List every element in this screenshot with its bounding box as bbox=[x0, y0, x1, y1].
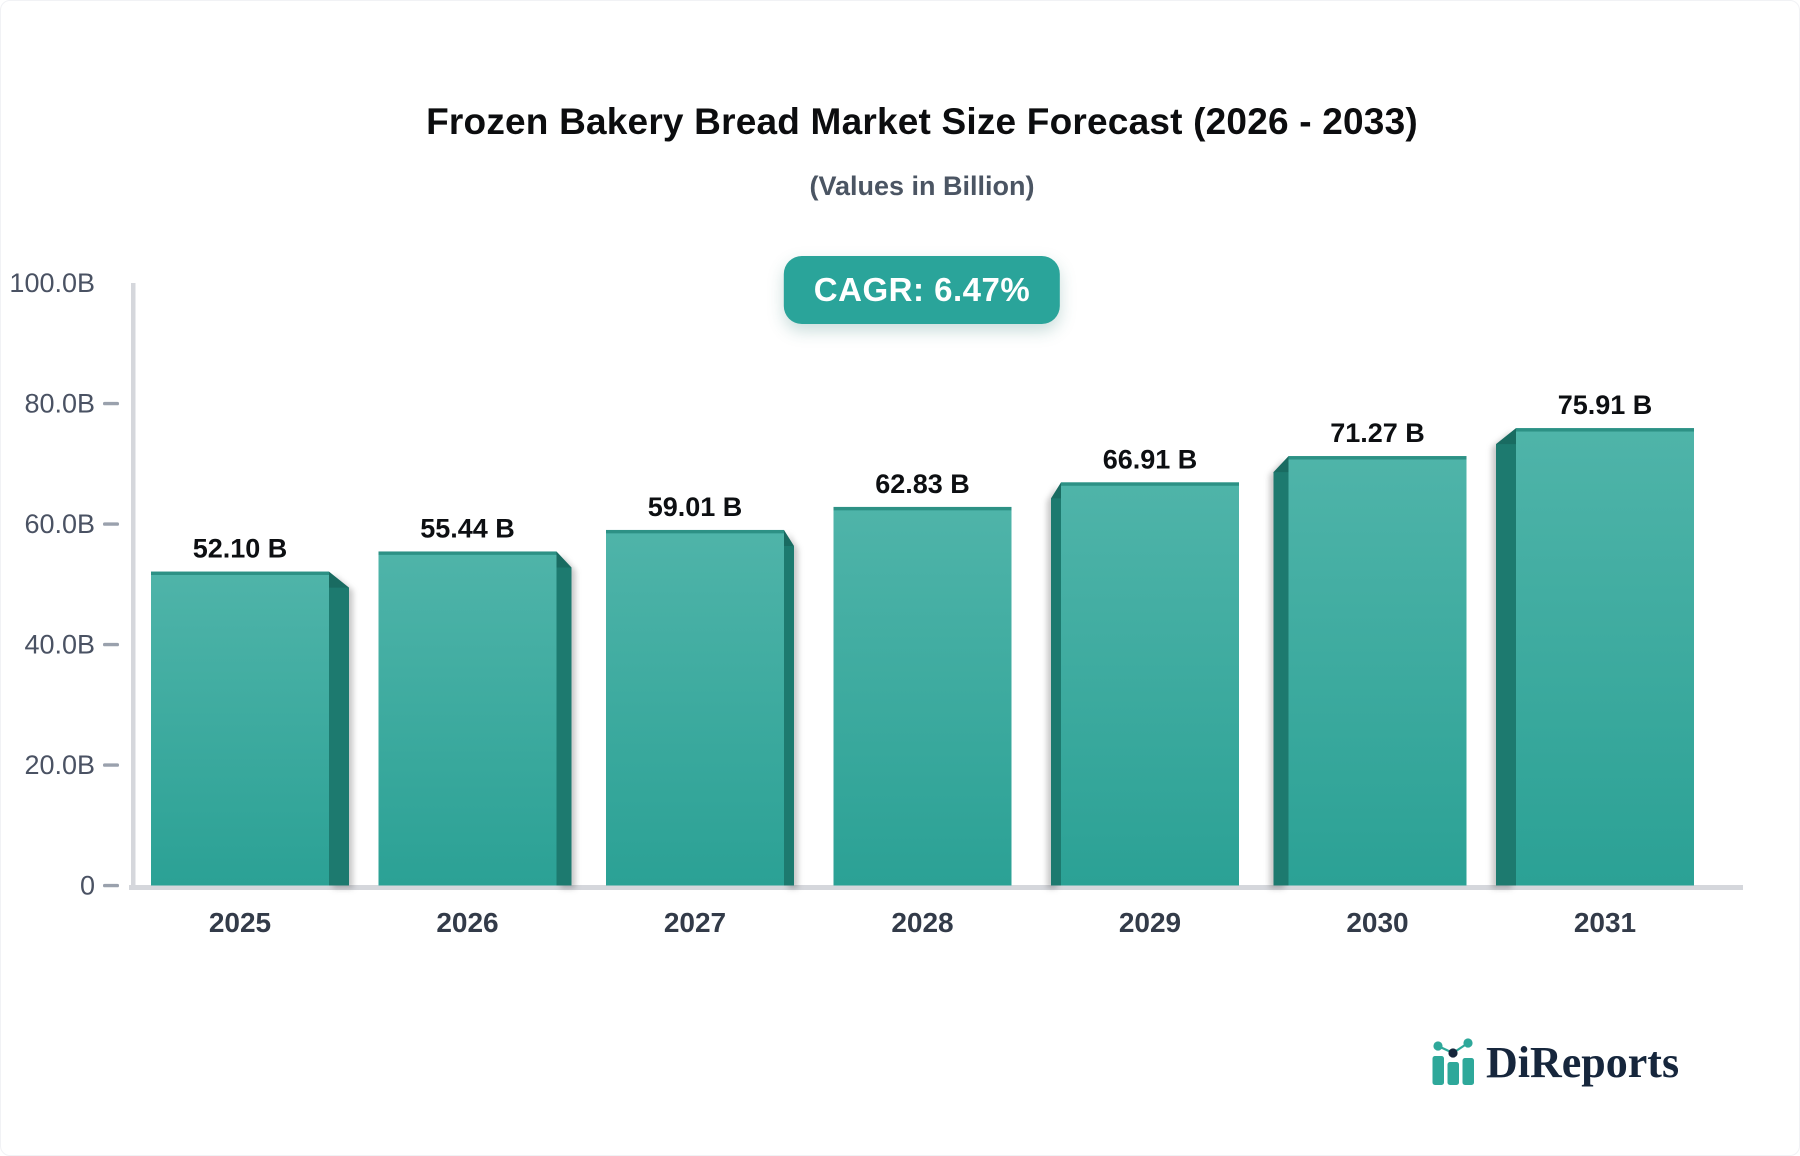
bar-top-edge bbox=[606, 529, 784, 534]
bar bbox=[378, 551, 557, 886]
x-axis-category-label: 2025 bbox=[209, 907, 271, 938]
bar-3d-bevel bbox=[1051, 482, 1061, 499]
bar-top-edge bbox=[833, 506, 1012, 511]
bar-value-label: 66.91 B bbox=[1103, 444, 1198, 474]
bar bbox=[606, 529, 784, 886]
logo-dot-middle bbox=[1448, 1048, 1458, 1058]
logo-bar-middle bbox=[1447, 1062, 1459, 1085]
bar-3d-bevel bbox=[784, 529, 794, 546]
bar-value-label: 71.27 B bbox=[1330, 418, 1425, 448]
bar-value-label: 59.01 B bbox=[648, 492, 743, 522]
bar-3d-bevel bbox=[1273, 456, 1289, 473]
bar-3d-side bbox=[1496, 428, 1516, 886]
bar-top-edge bbox=[1061, 482, 1239, 486]
bar-group-2027: 59.01 B 2027 bbox=[606, 492, 794, 938]
bar-top-edge bbox=[1288, 456, 1467, 460]
x-axis-category-label: 2026 bbox=[436, 907, 498, 938]
brand-logo-text: DiReports bbox=[1486, 1038, 1680, 1087]
bar bbox=[1061, 482, 1239, 886]
x-axis-category-label: 2031 bbox=[1574, 907, 1636, 938]
bar-3d-side bbox=[556, 551, 572, 886]
y-axis-tick bbox=[103, 642, 119, 647]
x-axis-category-label: 2030 bbox=[1346, 907, 1408, 938]
y-axis-tick-label: 40.0B bbox=[24, 630, 95, 660]
bar-top-edge bbox=[1516, 428, 1694, 432]
x-axis-category-label: 2028 bbox=[891, 907, 953, 938]
x-axis-category-label: 2027 bbox=[664, 907, 726, 938]
logo-bar-left bbox=[1432, 1056, 1444, 1085]
bar-3d-side bbox=[784, 529, 794, 886]
logo-dot-left bbox=[1433, 1041, 1443, 1051]
page-subtitle: (Values in Billion) bbox=[809, 171, 1035, 201]
bar-3d-bevel bbox=[329, 571, 349, 588]
x-axis-category-label: 2029 bbox=[1119, 907, 1181, 938]
bar-3d-bevel bbox=[1496, 428, 1516, 445]
logo-dot-right bbox=[1463, 1038, 1473, 1048]
bar bbox=[151, 571, 329, 886]
bar-3d-side bbox=[1051, 482, 1061, 886]
bar-group-2028: 62.83 B 2028 bbox=[833, 469, 1012, 938]
bar-group-2025: 52.10 B 2025 bbox=[151, 534, 349, 938]
bar-value-label: 52.10 B bbox=[193, 534, 288, 564]
bar-3d-side bbox=[329, 571, 349, 886]
y-axis-tick-label: 100.0B bbox=[9, 268, 95, 298]
y-axis-tick-label: 60.0B bbox=[24, 509, 95, 539]
y-axis-tick bbox=[103, 401, 119, 406]
y-axis-tick-label: 0 bbox=[80, 871, 95, 901]
mini-bar-chart-icon bbox=[1432, 1038, 1474, 1085]
bar-group-2029: 66.91 B 2029 bbox=[1051, 444, 1239, 938]
y-axis-tick bbox=[103, 883, 119, 888]
bar bbox=[833, 506, 1012, 886]
bar-group-2030: 71.27 B 2030 bbox=[1273, 418, 1467, 938]
y-axis-tick-label: 20.0B bbox=[24, 750, 95, 780]
bar-value-label: 75.91 B bbox=[1558, 390, 1653, 420]
y-axis-line bbox=[131, 283, 136, 890]
bar-3d-side bbox=[1273, 456, 1289, 886]
bar bbox=[1288, 456, 1467, 886]
y-axis-tick bbox=[103, 763, 119, 767]
cagr-badge: CAGR: 6.47% bbox=[783, 256, 1061, 324]
bar-value-label: 55.44 B bbox=[420, 513, 515, 543]
logo-bar-right bbox=[1462, 1058, 1474, 1085]
bar-value-label: 62.83 B bbox=[875, 469, 970, 499]
page-title: Frozen Bakery Bread Market Size Forecast… bbox=[426, 101, 1418, 142]
bar-group-2031: 75.91 B 2031 bbox=[1496, 390, 1694, 938]
bar-top-edge bbox=[378, 551, 557, 555]
bar-group-2026: 55.44 B 2026 bbox=[378, 513, 572, 938]
bar-3d-bevel bbox=[556, 551, 572, 568]
y-axis-tick-label: 80.0B bbox=[24, 389, 95, 419]
y-axis-tick bbox=[103, 522, 119, 526]
bar bbox=[1516, 428, 1694, 886]
x-axis-line bbox=[129, 885, 1743, 890]
brand-logo: DiReports bbox=[1431, 1037, 1679, 1085]
bar-top-edge bbox=[151, 571, 329, 575]
